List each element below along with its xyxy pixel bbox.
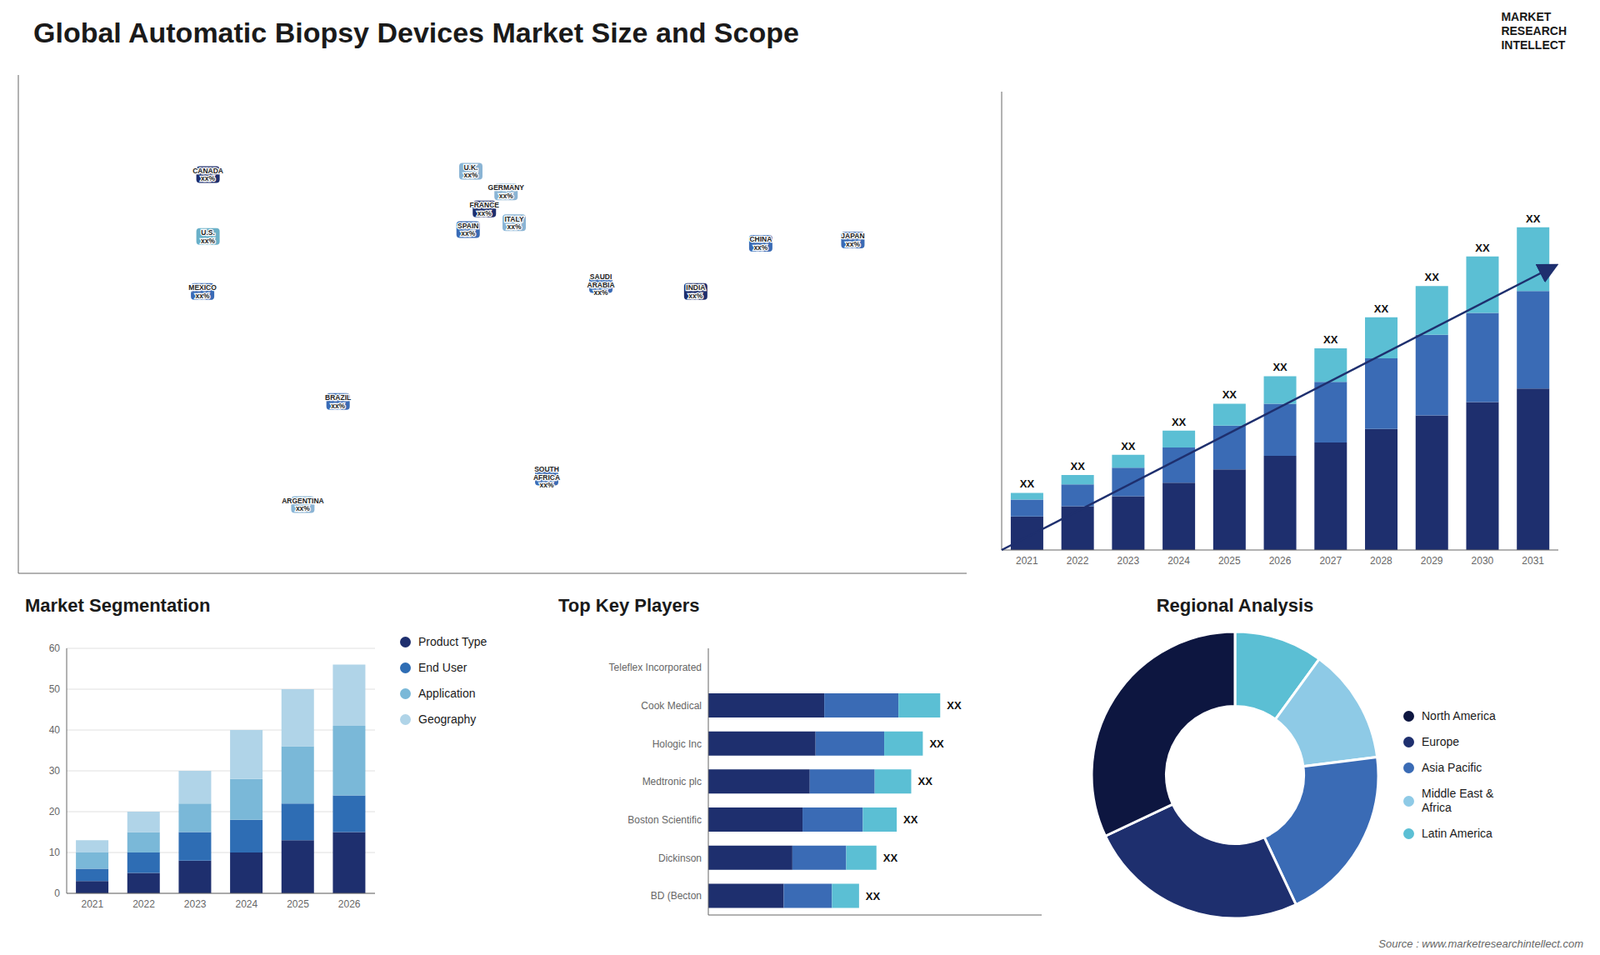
svg-text:2021: 2021: [1015, 555, 1039, 567]
svg-text:BD (Becton: BD (Becton: [650, 890, 702, 902]
svg-text:40: 40: [49, 724, 61, 736]
svg-text:2031: 2031: [1521, 555, 1545, 567]
svg-text:60: 60: [49, 642, 61, 655]
svg-text:2024: 2024: [1167, 555, 1190, 567]
svg-text:50: 50: [49, 683, 61, 695]
html-text:Latin America: Latin America: [1421, 826, 1493, 840]
svg-text:SPAINxx%: SPAINxx%: [457, 221, 479, 239]
html-text:Regional Analysis: Regional Analysis: [1156, 595, 1314, 616]
svg-text:2025: 2025: [1218, 555, 1241, 567]
svg-text:Teleflex Incorporated: Teleflex Incorporated: [609, 661, 702, 674]
svg-text:INDIAxx%: INDIAxx%: [685, 283, 705, 300]
html-text:Application: Application: [418, 686, 476, 700]
html-text:Global Automatic Biopsy Device: Global Automatic Biopsy Devices Market S…: [33, 16, 800, 49]
svg-text:2023: 2023: [1116, 555, 1140, 567]
svg-text:BRAZILxx%: BRAZILxx%: [325, 393, 351, 410]
svg-text:2024: 2024: [235, 898, 258, 910]
svg-text:Dickinson: Dickinson: [658, 852, 702, 865]
svg-text:XX: XX: [1222, 388, 1238, 401]
svg-text:2023: 2023: [184, 898, 207, 910]
svg-text:XX: XX: [1120, 440, 1136, 453]
svg-text:2022: 2022: [132, 898, 155, 910]
html-text:Top Key Players: Top Key Players: [558, 595, 700, 616]
svg-text:2022: 2022: [1066, 555, 1090, 567]
svg-text:2030: 2030: [1471, 555, 1495, 567]
svg-text:U.K.xx%: U.K.xx%: [463, 163, 478, 180]
svg-text:2021: 2021: [80, 898, 104, 910]
svg-text:FRANCExx%: FRANCExx%: [470, 200, 500, 218]
svg-text:XX: XX: [1070, 460, 1085, 473]
svg-text:XX: XX: [946, 699, 962, 712]
html-text:INTELLECT: INTELLECT: [1501, 38, 1566, 52]
svg-text:XX: XX: [883, 851, 899, 865]
svg-text:GERMANYxx%: GERMANYxx%: [488, 183, 525, 200]
svg-text:Hologic Inc: Hologic Inc: [652, 738, 702, 750]
html-text:Middle East & Africa: Middle East & Africa: [1421, 786, 1494, 815]
html-text:Europe: Europe: [1421, 735, 1460, 749]
svg-text:XX: XX: [929, 737, 945, 750]
svg-text:10: 10: [49, 846, 61, 859]
svg-text:U.S.xx%: U.S.xx%: [200, 228, 215, 245]
html-text:Product Type: Product Type: [418, 635, 487, 649]
svg-text:JAPANxx%: JAPANxx%: [840, 231, 865, 249]
html-text:Source : www.marketresearchint: Source : www.marketresearchintellect.com: [1378, 937, 1584, 950]
svg-text:XX: XX: [865, 890, 881, 903]
svg-text:SOUTHAFRICAxx%: SOUTHAFRICAxx%: [533, 465, 560, 490]
html-text:Market Segmentation: Market Segmentation: [25, 595, 211, 616]
svg-text:XX: XX: [1171, 415, 1187, 429]
svg-text:XX: XX: [1525, 212, 1541, 225]
svg-text:2026: 2026: [1269, 555, 1292, 567]
svg-text:SAUDIARABIAxx%: SAUDIARABIAxx%: [587, 272, 615, 297]
svg-text:Boston Scientific: Boston Scientific: [627, 814, 702, 826]
svg-text:CHINAxx%: CHINAxx%: [749, 235, 772, 252]
svg-text:XX: XX: [1272, 360, 1288, 374]
svg-text:2025: 2025: [286, 898, 310, 910]
html-text:MARKET: MARKET: [1501, 10, 1552, 24]
svg-text:ARGENTINAxx%: ARGENTINAxx%: [281, 496, 325, 514]
svg-text:XX: XX: [1475, 241, 1490, 255]
svg-text:MEXICOxx%: MEXICOxx%: [188, 283, 217, 300]
svg-text:0: 0: [54, 887, 60, 900]
html-text:Asia Pacific: Asia Pacific: [1421, 760, 1482, 775]
html-text:End User: End User: [418, 660, 467, 675]
svg-text:XX: XX: [903, 813, 919, 826]
svg-text:CANADAxx%: CANADAxx%: [192, 166, 224, 184]
html-text:Geography: Geography: [418, 712, 477, 726]
svg-text:ITALYxx%: ITALYxx%: [504, 215, 524, 232]
svg-text:2028: 2028: [1370, 555, 1393, 567]
svg-text:2027: 2027: [1319, 555, 1342, 567]
svg-text:2026: 2026: [338, 898, 361, 910]
svg-text:Cook Medical: Cook Medical: [640, 700, 702, 712]
svg-text:20: 20: [49, 805, 61, 818]
svg-text:XX: XX: [1323, 333, 1339, 346]
svg-text:XX: XX: [1374, 302, 1390, 315]
svg-text:XX: XX: [1020, 477, 1035, 490]
svg-text:30: 30: [49, 765, 61, 777]
svg-text:Medtronic plc: Medtronic plc: [642, 775, 702, 788]
svg-text:XX: XX: [1425, 270, 1440, 284]
html-text:RESEARCH: RESEARCH: [1501, 24, 1567, 38]
html-text:North America: North America: [1421, 709, 1496, 723]
svg-text:XX: XX: [917, 775, 933, 788]
svg-text:2029: 2029: [1420, 555, 1444, 567]
